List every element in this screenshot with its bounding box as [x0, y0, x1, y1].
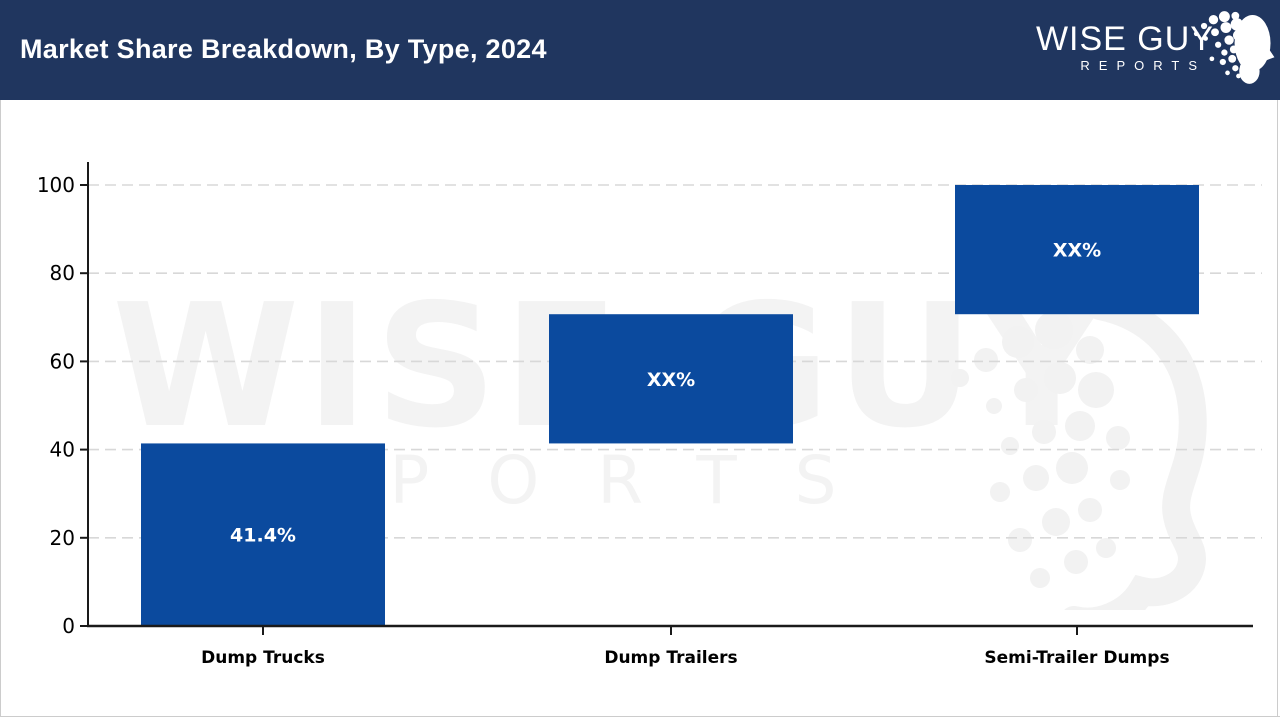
page-title: Market Share Breakdown, By Type, 2024 [20, 34, 547, 64]
y-tick-label: 40 [50, 438, 75, 462]
y-tick-label: 60 [50, 349, 75, 373]
y-tick-label: 80 [50, 261, 75, 285]
card-border-bottom [0, 716, 1280, 717]
y-tick-label: 0 [62, 614, 75, 638]
bar-value-label: XX% [647, 369, 695, 391]
x-category-label: Dump Trucks [201, 648, 325, 668]
y-tick-label: 20 [50, 526, 75, 550]
card-border-right [1277, 100, 1278, 716]
chart-area: WISE GUY REPORTS 0 20 40 60 80 100 41.4% XX% XX%… [0, 100, 1280, 720]
bar-Semi-Trailer Dumps [955, 185, 1199, 315]
card-border-left [0, 100, 1, 716]
logo-head-icon [1193, 11, 1275, 84]
logo-tagline: REPORTS [1080, 58, 1206, 73]
bar-Dump Trucks [141, 443, 385, 626]
logo-wordmark: WISE GUY [1035, 20, 1214, 58]
header-bar: Market Share Breakdown, By Type, 2024 WI… [0, 0, 1280, 100]
x-category-label: Dump Trailers [604, 648, 737, 668]
x-category-label: Semi-Trailer Dumps [984, 648, 1169, 668]
bar-Dump Trailers [549, 314, 793, 444]
bar-chart: 0 20 40 60 80 100 41.4% XX% XX% Dump Trucks Dump T… [37, 162, 1262, 668]
bar-value-label: XX% [1053, 240, 1101, 262]
wise-guy-logo: WISE GUY REPORTS [1022, 0, 1275, 100]
bar-value-label: 41.4% [230, 525, 296, 547]
y-tick-label: 100 [37, 173, 75, 197]
